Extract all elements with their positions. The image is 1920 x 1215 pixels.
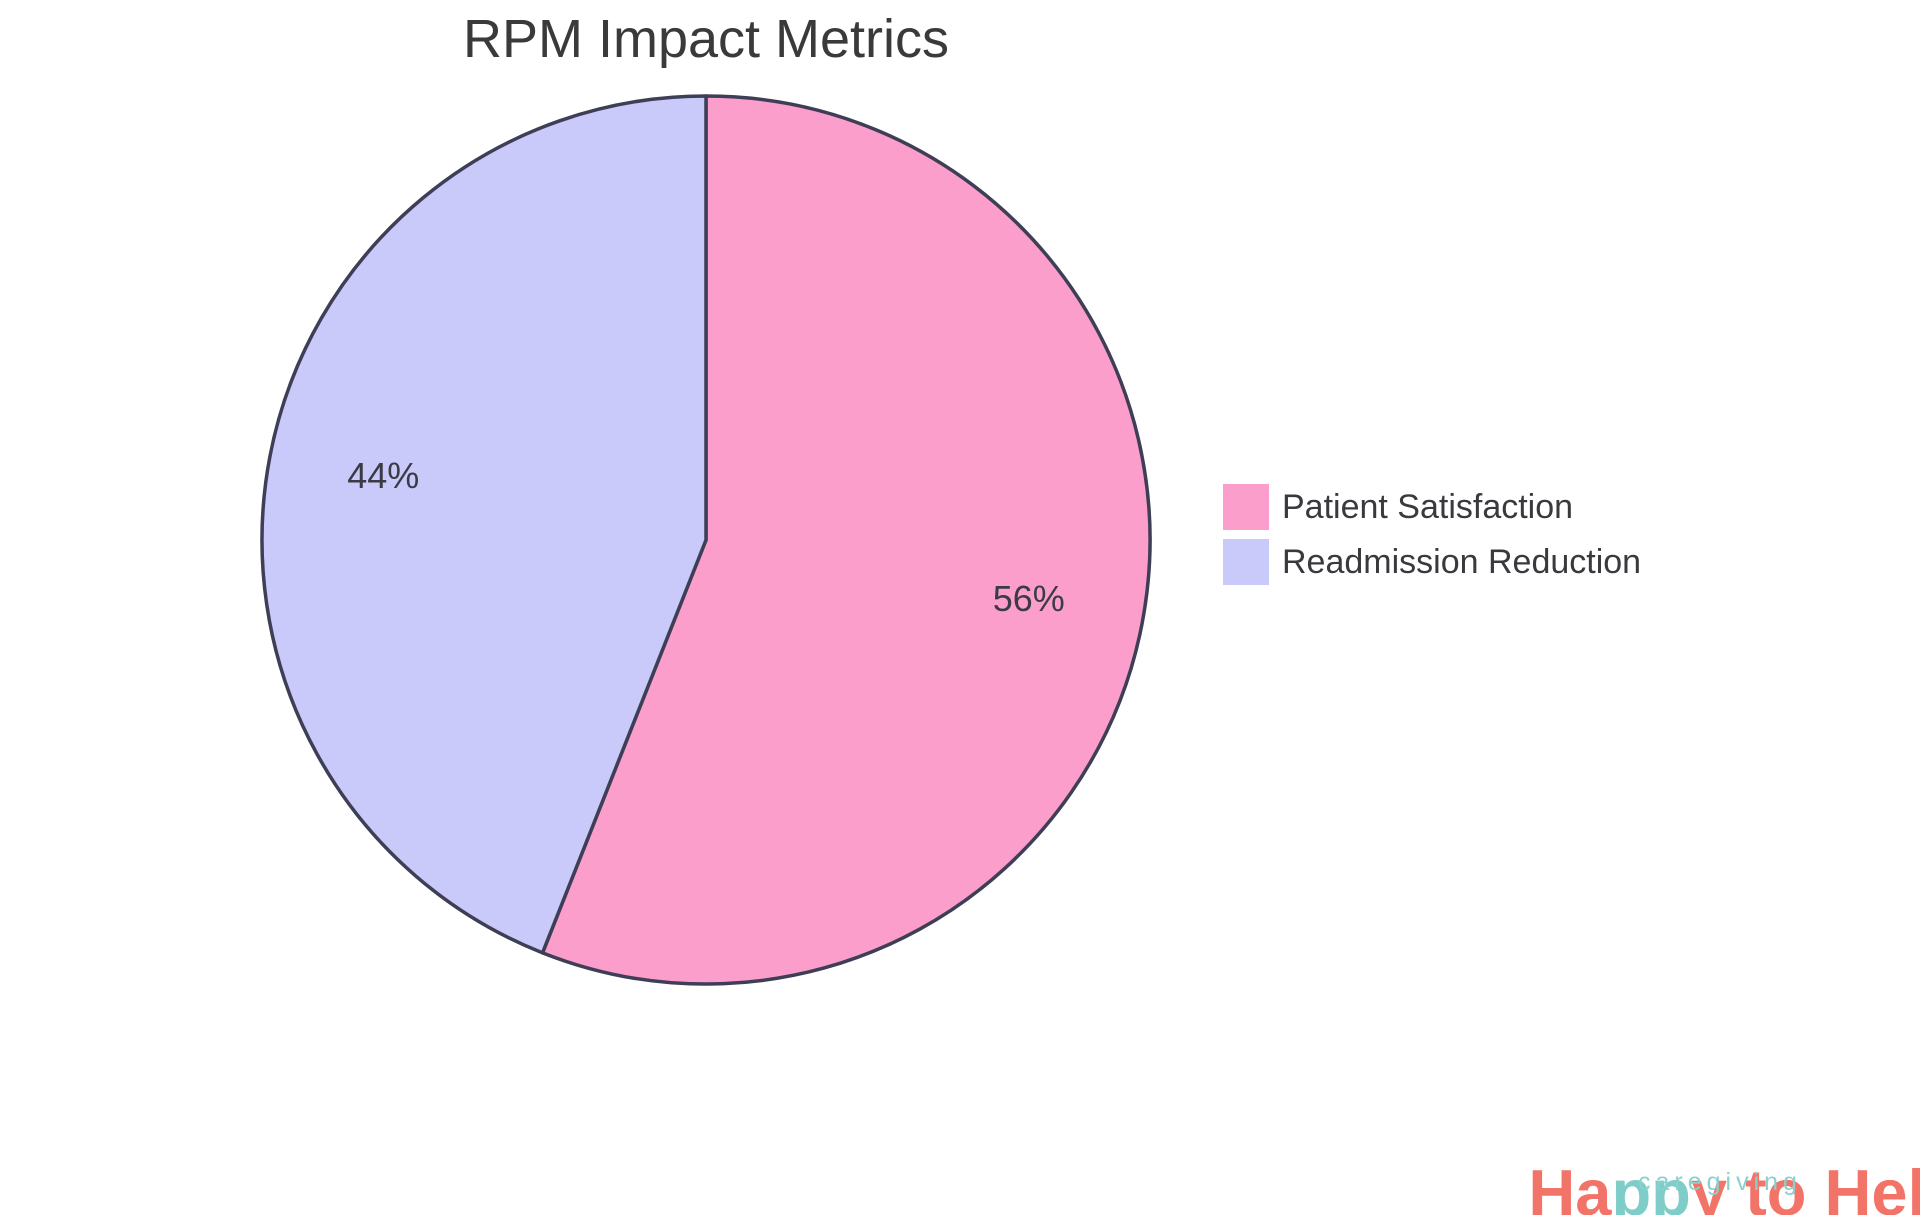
logo-text-pp-wrap: pp: [1611, 1160, 1690, 1215]
happy-to-help-logo: Happ y to Help caregiving: [1420, 1106, 1920, 1215]
legend-label-readmission-reduction: Readmission Reduction: [1282, 542, 1642, 581]
chart-title: RPM Impact Metrics: [462, 9, 950, 69]
logo-text-pp: pp: [1611, 1156, 1691, 1215]
slice-label-patient-satisfaction: 56%: [993, 578, 1065, 619]
logo-text-y-to-help: y to Help: [1690, 1156, 1920, 1215]
logo-text-ha: Ha: [1528, 1156, 1612, 1215]
legend-swatch-patient-satisfaction: [1223, 484, 1269, 530]
logo-wordmark: Happ y to Help: [1420, 1106, 1920, 1215]
legend-item-patient-satisfaction: Patient Satisfaction: [1223, 484, 1641, 530]
logo-tagline: caregiving: [1638, 1168, 1802, 1196]
slice-label-readmission-reduction: 44%: [347, 455, 419, 496]
pie-slice-patient-satisfaction: [540, 94, 1152, 986]
chart-legend: Patient Satisfaction Readmission Reducti…: [1223, 484, 1641, 585]
legend-swatch-readmission-reduction: [1223, 539, 1269, 585]
pie-slice-readmission-reduction: [260, 94, 708, 955]
legend-label-patient-satisfaction: Patient Satisfaction: [1282, 487, 1574, 526]
legend-item-readmission-reduction: Readmission Reduction: [1223, 539, 1641, 585]
